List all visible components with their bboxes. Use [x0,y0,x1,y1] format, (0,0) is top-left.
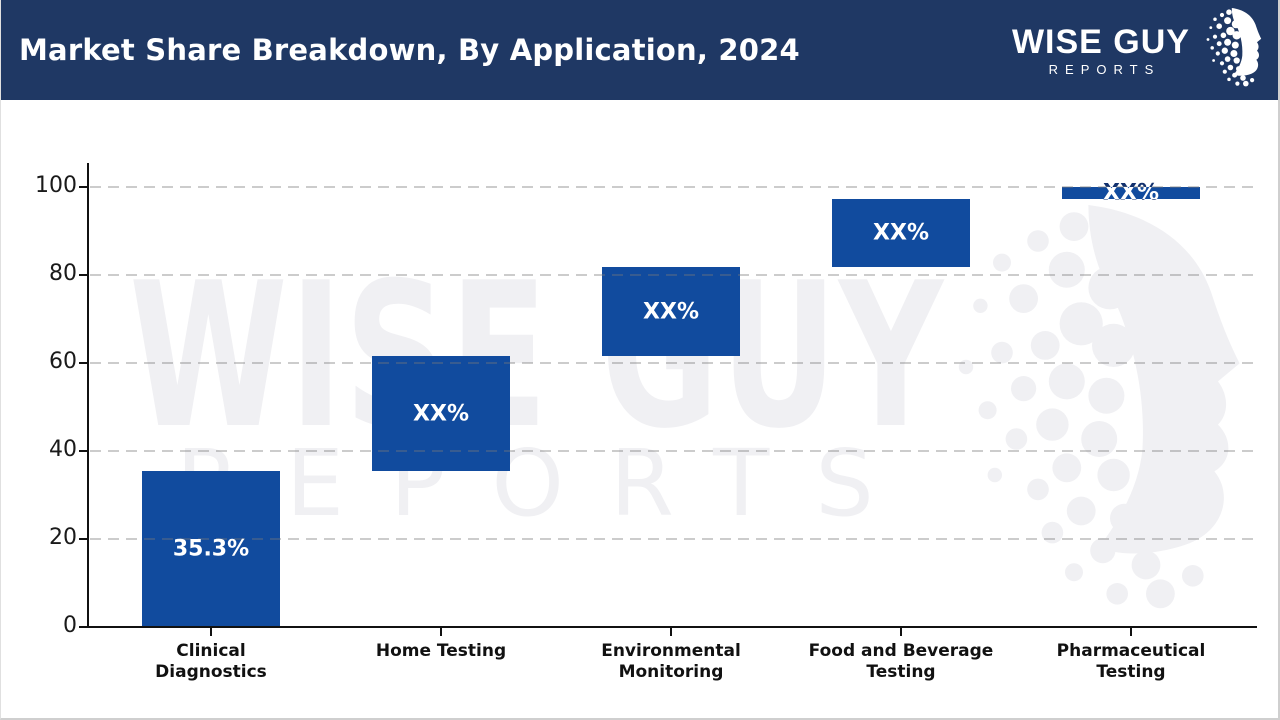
x-category-label-4: Pharmaceutical Testing [1056,641,1206,682]
gridline-100 [90,185,1257,188]
y-tick-label-80: 80 [49,260,77,286]
bar-pharmaceutical-testing: XX%XX% [1062,180,1200,205]
x-category-label-0: Clinical Diagnostics [155,641,267,682]
bar-label-clip: XX% [832,199,970,268]
y-tick-100 [79,185,87,188]
x-category-label-1: Home Testing [375,641,507,661]
wiseguy-logo: WISE GUY REPORTS [1012,8,1264,92]
y-tick-label-100: 100 [35,172,77,198]
y-axis-line [87,163,89,628]
bar-food-and-beverage-testing: XX%XX% [832,198,970,268]
bar-value-label: XX% [1062,187,1200,199]
bar-fill [142,471,280,627]
bar-fill [372,355,510,472]
bar-home-testing: XX%XX% [372,355,510,472]
bar-clinical-diagnostics: 35.3%35.3% [142,471,280,627]
x-tick-1 [440,628,442,636]
x-axis-line [87,626,1257,628]
gridline-20 [90,537,1257,540]
bar-value-label: XX% [873,220,929,246]
bar-value-label: 35.3% [172,536,250,562]
bar-fill [832,198,970,268]
gridline-80 [90,273,1257,276]
bar-fill [1062,186,1200,199]
wiseguy-face-icon [1194,8,1264,92]
gridline-40 [90,449,1257,452]
y-tick-label-60: 60 [49,348,77,374]
bar-value-label: XX% [413,401,469,427]
watermark-face-icon [894,205,1254,637]
y-tick-label-20: 20 [49,524,77,550]
header-bar: Market Share Breakdown, By Application, … [1,0,1278,100]
logo-reports-label: REPORTS [1048,61,1161,77]
y-tick-20 [79,537,87,540]
x-tick-3 [900,628,902,636]
x-tick-4 [1130,628,1132,636]
y-tick-40 [79,449,87,452]
x-category-label-2: Environmental Monitoring [601,641,741,682]
page-title: Market Share Breakdown, By Application, … [19,33,800,67]
y-tick-80 [79,273,87,276]
watermark-reports-text: REPORTS [176,430,920,537]
logo-wiseguy-label: WISE GUY [1011,22,1190,61]
gridline-60 [90,361,1257,364]
bar-label-clip: XX% [1062,187,1200,199]
x-tick-2 [670,628,672,636]
bar-fill [602,267,740,356]
y-tick-60 [79,361,87,364]
bar-label-clip: XX% [602,267,740,355]
wiseguy-logo-text: WISE GUY REPORTS [1012,24,1190,77]
bar-label-clip: XX% [372,356,510,471]
watermark: WISE GUY REPORTS [1,100,1280,720]
y-tick-label-0: 0 [63,612,77,638]
x-tick-0 [210,628,212,636]
bar-value-label: XX% [643,299,699,325]
y-tick-label-40: 40 [49,436,77,462]
bar-label-clip: 35.3% [142,471,280,626]
y-tick-0 [79,625,87,628]
x-category-label-3: Food and Beverage Testing [808,641,994,682]
watermark-wiseguy-text: WISE GUY [129,240,945,473]
bar-environmental-monitoring: XX%XX% [602,267,740,356]
